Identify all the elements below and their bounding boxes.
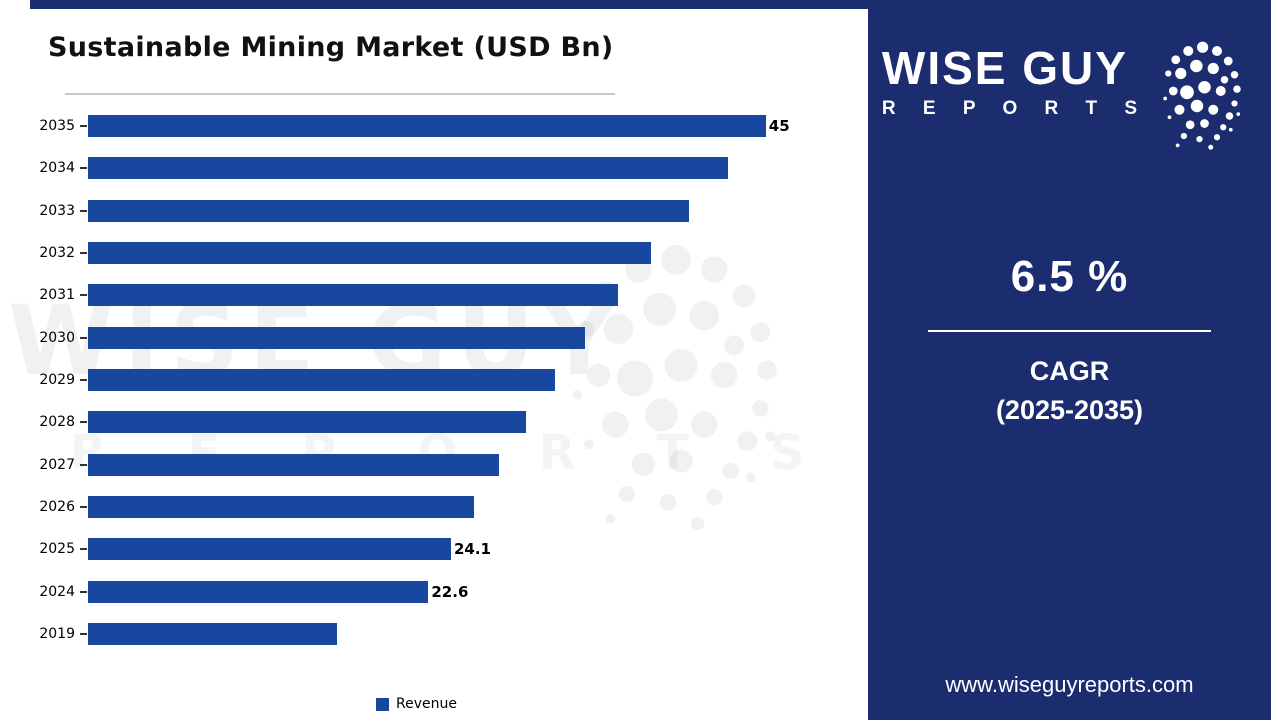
y-tick-mark (80, 378, 87, 381)
chart-row-2027: 2027 (10, 445, 823, 485)
y-tick-label: 2034 (39, 160, 75, 177)
revenue-bar-2031 (88, 284, 619, 307)
top-accent-strip (30, 0, 868, 9)
bar-chart: 2035 45 2034 2033 2032 2031 2030 2029 2028 2027 20… (10, 106, 823, 654)
revenue-bar-2027 (88, 453, 500, 476)
chart-area: Sustainable Mining Market (USD Bn) WISE … (8, 0, 868, 712)
y-tick-mark (80, 463, 87, 466)
chart-row-2028: 2028 (10, 402, 823, 442)
revenue-bar-2034 (88, 157, 729, 180)
y-tick-label: 2027 (39, 456, 75, 473)
bar-track (88, 368, 823, 391)
cagr-period: (2025-2035) (995, 395, 1144, 425)
bar-track (88, 326, 823, 349)
brand-side-panel: WISE GUY R E P O R T S 6.5 % CAGR (2025-… (868, 0, 1271, 720)
revenue-bar-2030 (88, 326, 586, 349)
chart-row-2024: 2024 22.6 (10, 572, 823, 612)
brand-subtitle: R E P O R T S (881, 98, 1149, 120)
bar-value-label: 22.6 (431, 582, 469, 601)
y-tick-label: 2026 (39, 498, 75, 515)
title-divider (65, 93, 615, 95)
chart-row-2033: 2033 (10, 191, 823, 231)
cagr-value: 6.5 % (1010, 252, 1129, 301)
bar-track: 22.6 (88, 580, 823, 603)
cagr-label: CAGR (1029, 356, 1110, 386)
y-tick-label: 2035 (39, 118, 75, 134)
y-tick-mark (80, 505, 87, 508)
revenue-bar-2025 (88, 538, 451, 561)
y-tick-mark (80, 548, 87, 551)
y-tick-label: 2033 (39, 202, 75, 219)
revenue-bar-2032 (88, 241, 652, 264)
y-tick-mark (80, 336, 87, 339)
website-url[interactable]: www.wiseguyreports.com (945, 672, 1194, 697)
chart-row-2032: 2032 (10, 233, 823, 273)
revenue-bar-2026 (88, 495, 474, 518)
revenue-bar-2028 (88, 411, 527, 434)
bar-track (88, 411, 823, 434)
brand-logo: WISE GUY R E P O R T S (868, 41, 1271, 161)
legend-swatch-icon (376, 697, 389, 711)
bar-value-label: 24.1 (453, 540, 491, 559)
chart-row-2031: 2031 (10, 275, 823, 315)
legend-label: Revenue (396, 696, 457, 712)
revenue-bar-2024 (88, 580, 429, 603)
bar-track (88, 495, 823, 518)
y-tick-mark (80, 125, 87, 127)
bar-track (88, 453, 823, 476)
chart-row-2025: 2025 24.1 (10, 529, 823, 569)
cagr-divider (928, 330, 1211, 332)
bar-track: 45 (88, 115, 823, 137)
y-tick-mark (80, 632, 87, 635)
bar-track (88, 241, 823, 264)
bar-value-label: 45 (768, 117, 790, 135)
y-tick-mark (80, 209, 87, 212)
chart-row-2030: 2030 (10, 318, 823, 358)
chart-row-2035: 2035 45 (10, 106, 823, 146)
y-tick-label: 2019 (39, 625, 75, 642)
chart-legend: Revenue (10, 696, 823, 712)
y-tick-mark (80, 294, 87, 297)
chart-row-2019: 2019 (10, 614, 823, 654)
chart-row-2034: 2034 (10, 148, 823, 188)
bar-track (88, 622, 823, 645)
bar-track (88, 157, 823, 180)
y-tick-label: 2025 (39, 541, 75, 558)
revenue-bar-2029 (88, 368, 555, 391)
y-tick-label: 2028 (39, 414, 75, 431)
chart-row-2029: 2029 (10, 360, 823, 400)
bar-track (88, 284, 823, 307)
bar-track (88, 199, 823, 222)
chart-title: Sustainable Mining Market (USD Bn) (48, 32, 614, 63)
brand-logo-text: WISE GUY R E P O R T S (882, 44, 1148, 120)
revenue-bar-2019 (88, 622, 337, 645)
y-tick-mark (80, 590, 87, 593)
y-tick-mark (80, 251, 87, 254)
revenue-bar-2033 (88, 199, 689, 222)
revenue-bar-2035 (88, 115, 766, 137)
chart-row-2026: 2026 (10, 487, 823, 527)
y-tick-label: 2029 (39, 371, 75, 388)
bar-track: 24.1 (88, 538, 823, 561)
y-tick-mark (80, 421, 87, 424)
cagr-block: 6.5 % CAGR (2025-2035) (868, 252, 1271, 426)
y-tick-mark (80, 167, 87, 170)
y-tick-label: 2031 (39, 287, 75, 304)
dotted-head-icon (1163, 41, 1241, 150)
y-tick-label: 2032 (39, 244, 75, 261)
brand-name: WISE GUY (881, 42, 1128, 94)
y-tick-label: 2030 (39, 329, 75, 346)
y-tick-label: 2024 (39, 583, 75, 600)
